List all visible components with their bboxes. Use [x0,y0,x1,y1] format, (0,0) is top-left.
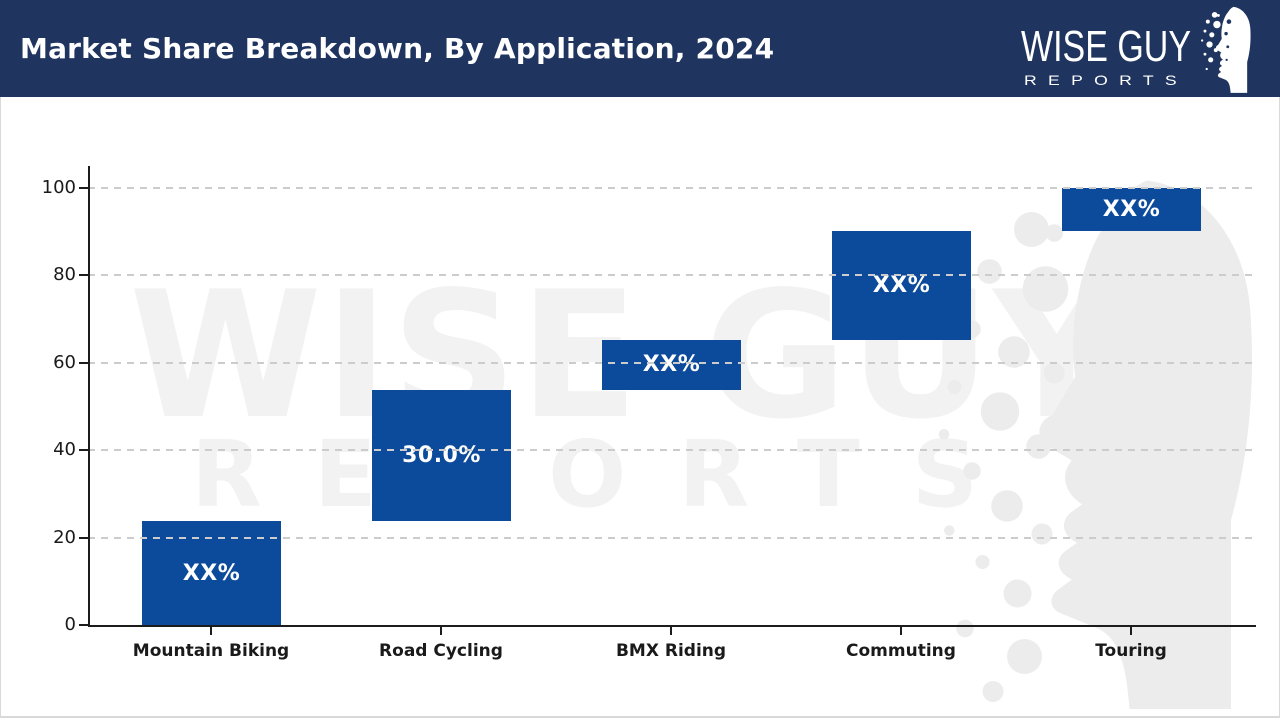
bar-value-label: XX% [872,273,931,298]
bar-commuting: XX% [832,231,971,340]
gridline-40 [88,449,1256,451]
gridline-80 [88,274,1256,276]
gridline-20 [88,536,1256,539]
x-axis-tick [900,627,902,635]
page-title: Market Share Breakdown, By Application, … [20,32,775,65]
y-axis-tick-label: 20 [53,526,76,548]
y-axis-tick [79,361,88,364]
brand-logo: WISE GUY REPORTS [1021,4,1266,96]
x-axis-category-label: Mountain Biking [132,641,290,661]
logo-subtext: REPORTS [1024,72,1188,88]
gridline-60 [88,361,1256,364]
y-axis-tick [79,449,88,451]
x-axis-tick [1130,627,1132,635]
bar-value-label: 30.0% [402,443,481,469]
y-axis-tick [79,274,88,276]
x-axis-line [88,625,1256,627]
x-axis-category-label: Touring [1095,641,1167,661]
plot-area: 0 20 40 60 80 100 XX% Mountain Biking 30.0% Road … [1,97,1279,716]
x-axis-category-label: Road Cycling [379,641,503,661]
bar-road-cycling: 30.0% [372,390,511,522]
header-bar: Market Share Breakdown, By Application, … [0,0,1280,97]
y-axis-tick [79,186,88,189]
bar-value-label: XX% [182,560,241,586]
bar-mountain-biking: XX% [142,521,281,625]
x-axis-tick [670,627,672,635]
y-axis-tick [79,536,88,539]
bar-value-label: XX% [1102,196,1161,222]
y-axis-tick-label: 0 [64,614,76,635]
brand-logo-graphic: WISE GUY REPORTS [1021,6,1251,93]
y-axis-tick-label: 60 [53,351,76,373]
logo-wordmark: WISE GUY [1021,22,1191,71]
bar-value-label: XX% [642,352,701,378]
chart-canvas: WISE GUY REPORTS 0 20 40 60 80 100 XX% Mountain… [0,97,1280,718]
y-axis-tick [79,624,88,626]
y-axis-tick-label: 100 [41,176,76,198]
y-axis-tick-label: 80 [53,264,76,285]
x-axis-category-label: Commuting [846,641,956,661]
x-axis-tick [210,627,212,635]
y-axis-tick-label: 40 [53,439,76,460]
bar-touring: XX% [1062,187,1201,232]
logo-face-icon [1200,6,1251,93]
x-axis-tick [440,627,442,635]
y-axis-line [88,165,90,627]
gridline-100 [88,186,1256,189]
x-axis-category-label: BMX Riding [615,641,727,661]
bar-bmx-riding: XX% [602,339,741,391]
